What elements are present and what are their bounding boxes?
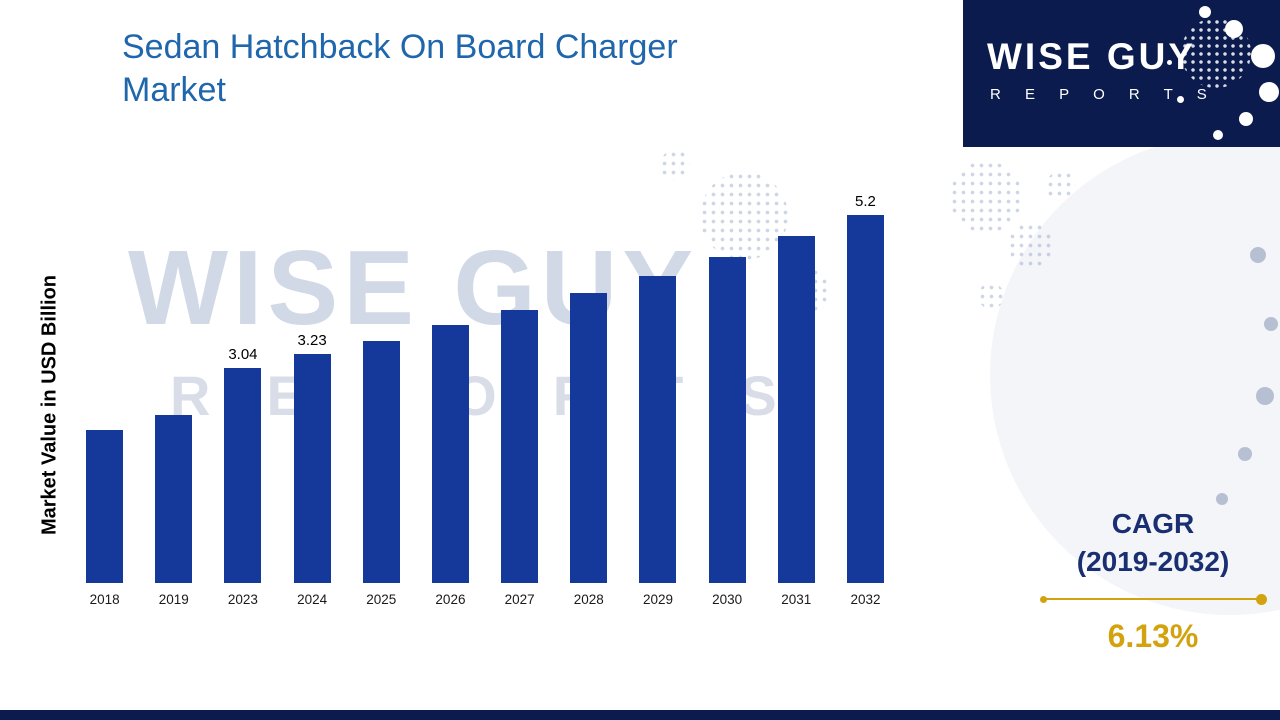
y-axis-label: Market Value in USD Billion [38,274,61,536]
cagr-range: (2019-2032) [1076,546,1230,577]
bar-group-2019: 2019 [139,153,208,607]
brand-name: WISE GUY [987,36,1197,77]
x-tick-2023: 2023 [227,592,258,607]
x-tick-2032: 2032 [850,592,881,607]
bar-2031 [777,236,815,583]
bar-2032 [846,215,884,583]
x-tick-2018: 2018 [89,592,120,607]
bar-group-2025: 2025 [347,153,416,607]
bar-2024 [293,354,331,583]
bar-group-2027: 2027 [485,153,554,607]
cagr-label: CAGR [1111,508,1195,539]
bar-2027 [501,310,539,583]
bar-2019 [155,415,193,583]
bar-2030 [708,257,746,583]
bottom-bar [0,710,1280,720]
brand-subtitle: R E P O R T S [990,86,1217,103]
page-title-line2: Market [122,70,226,109]
bar-group-2018: 2018 [70,153,139,607]
bar-group-2023: 3.04 2023 [208,153,277,607]
brand-logo: WISE GUY R E P O R T S [963,0,1280,147]
bar-2018 [86,430,124,583]
watermark-dotball [700,172,788,260]
bar-2026 [431,325,469,583]
cagr-panel: CAGR (2019-2032) 6.13% [1040,508,1280,655]
bar-2023 [224,368,262,583]
watermark-dotball [660,150,690,180]
page-title-line1: Sedan Hatchback On Board Charger [122,28,678,66]
bar-value-label-2023: 3.04 [228,346,258,363]
bar-group-2029: 2029 [623,153,692,607]
bar-value-label-2032: 5.2 [855,193,876,210]
x-tick-2025: 2025 [366,592,397,607]
x-tick-2029: 2029 [642,592,673,607]
bar-group-2030: 2030 [693,153,762,607]
bar-2028 [570,293,608,583]
bar-group-2028: 2028 [554,153,623,607]
x-tick-2031: 2031 [781,592,812,607]
page-title: Sedan Hatchback On Board Charger Market [122,26,882,112]
bar-2029 [639,276,677,583]
divider-dot-left [1040,595,1047,603]
bar-2025 [362,341,400,583]
x-tick-2024: 2024 [297,592,328,607]
bar-group-2024: 3.23 2024 [278,153,347,607]
cagr-value: 6.13% [1107,618,1199,654]
x-tick-2030: 2030 [712,592,743,607]
bar-group-2026: 2026 [416,153,485,607]
bar-group-2031: 2031 [762,153,831,607]
bar-plot: 2018 2019 3.04 2023 3.23 2024 2025 2026 2027 2028… [70,153,900,607]
cagr-divider [1040,593,1267,605]
divider-dot-right [1256,593,1267,605]
x-tick-2026: 2026 [435,592,466,607]
x-tick-2019: 2019 [158,592,189,607]
x-tick-2027: 2027 [504,592,535,607]
bar-value-label-2024: 3.23 [297,332,327,349]
x-tick-2028: 2028 [573,592,604,607]
bar-group-2032: 5.2 2032 [831,153,900,607]
